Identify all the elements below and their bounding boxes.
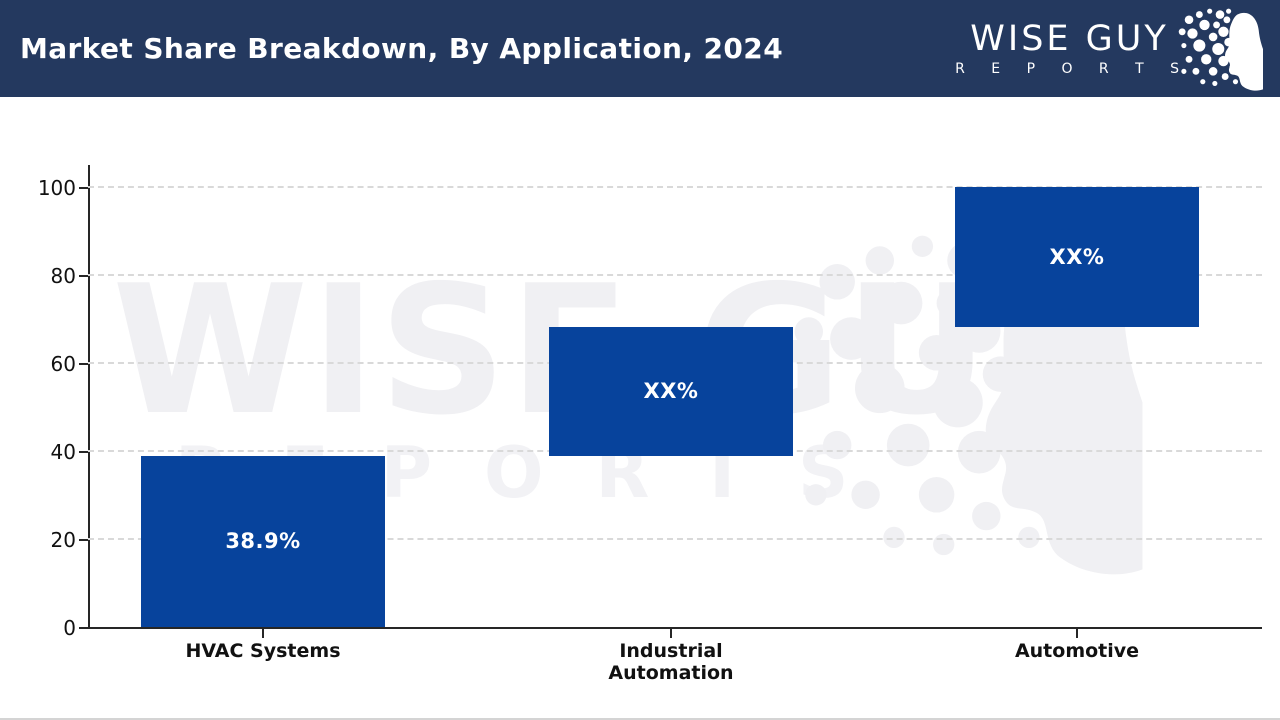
y-tick (79, 451, 88, 453)
y-tick-label: 100 (37, 176, 76, 200)
y-tick (79, 539, 88, 541)
y-tick-label: 20 (50, 528, 76, 552)
gridline (88, 186, 1262, 188)
gridline (88, 274, 1262, 276)
x-axis-spine (88, 627, 1262, 629)
page-title: Market Share Breakdown, By Application, … (20, 32, 784, 65)
bar-label: 38.9% (225, 529, 301, 554)
y-tick-label: 40 (50, 440, 76, 464)
y-tick (79, 363, 88, 365)
x-tick-label: Automotive (1014, 640, 1140, 662)
logo-wordmark: WISE GUY R E P O R T S (949, 18, 1190, 77)
x-tick (670, 629, 672, 638)
y-tick (79, 627, 88, 629)
gridline (88, 538, 1262, 540)
y-tick-label: 0 (63, 616, 76, 640)
y-tick-label: 60 (50, 352, 76, 376)
y-tick (79, 275, 88, 277)
bar-label: XX% (643, 379, 699, 404)
wise-guy-logo: WISE GUY R E P O R T S (949, 6, 1266, 92)
logo-face-icon (1178, 8, 1263, 91)
bar-label: XX% (1049, 244, 1105, 269)
bar: XX% (955, 187, 1199, 327)
y-axis-spine (88, 165, 90, 629)
y-tick (79, 187, 88, 189)
y-tick-label: 80 (50, 264, 76, 288)
x-tick (1076, 629, 1078, 638)
x-tick-label: Industrial Automation (608, 640, 734, 684)
bar: 38.9% (141, 455, 385, 627)
bar: XX% (549, 326, 793, 456)
bottom-border (0, 718, 1280, 720)
logo-wordmark-text: WISE GUY (970, 18, 1169, 59)
x-tick (262, 629, 264, 638)
x-tick-label: HVAC Systems (185, 640, 341, 662)
logo-reports-text: R E P O R T S (955, 60, 1190, 77)
header-bar: Market Share Breakdown, By Application, … (0, 0, 1280, 97)
